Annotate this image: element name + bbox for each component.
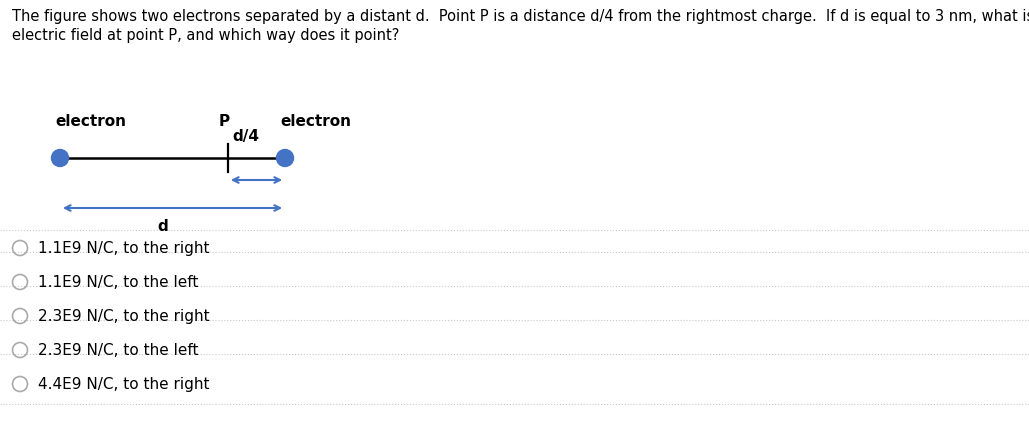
Text: electron: electron bbox=[280, 114, 351, 129]
Circle shape bbox=[277, 150, 293, 167]
Text: 2.3E9 N/C, to the left: 2.3E9 N/C, to the left bbox=[38, 343, 199, 358]
Text: 1.1E9 N/C, to the right: 1.1E9 N/C, to the right bbox=[38, 241, 210, 256]
Text: P: P bbox=[218, 114, 229, 129]
Text: 1.1E9 N/C, to the left: 1.1E9 N/C, to the left bbox=[38, 275, 199, 290]
Circle shape bbox=[51, 150, 69, 167]
Text: electric field at point P, and which way does it point?: electric field at point P, and which way… bbox=[12, 28, 399, 43]
Text: The figure shows two electrons separated by a distant d.  Point P is a distance : The figure shows two electrons separated… bbox=[12, 9, 1029, 24]
Text: d: d bbox=[157, 218, 168, 233]
Text: 2.3E9 N/C, to the right: 2.3E9 N/C, to the right bbox=[38, 309, 210, 324]
Text: electron: electron bbox=[55, 114, 126, 129]
Text: 4.4E9 N/C, to the right: 4.4E9 N/C, to the right bbox=[38, 377, 210, 392]
Text: d/4: d/4 bbox=[233, 129, 259, 144]
